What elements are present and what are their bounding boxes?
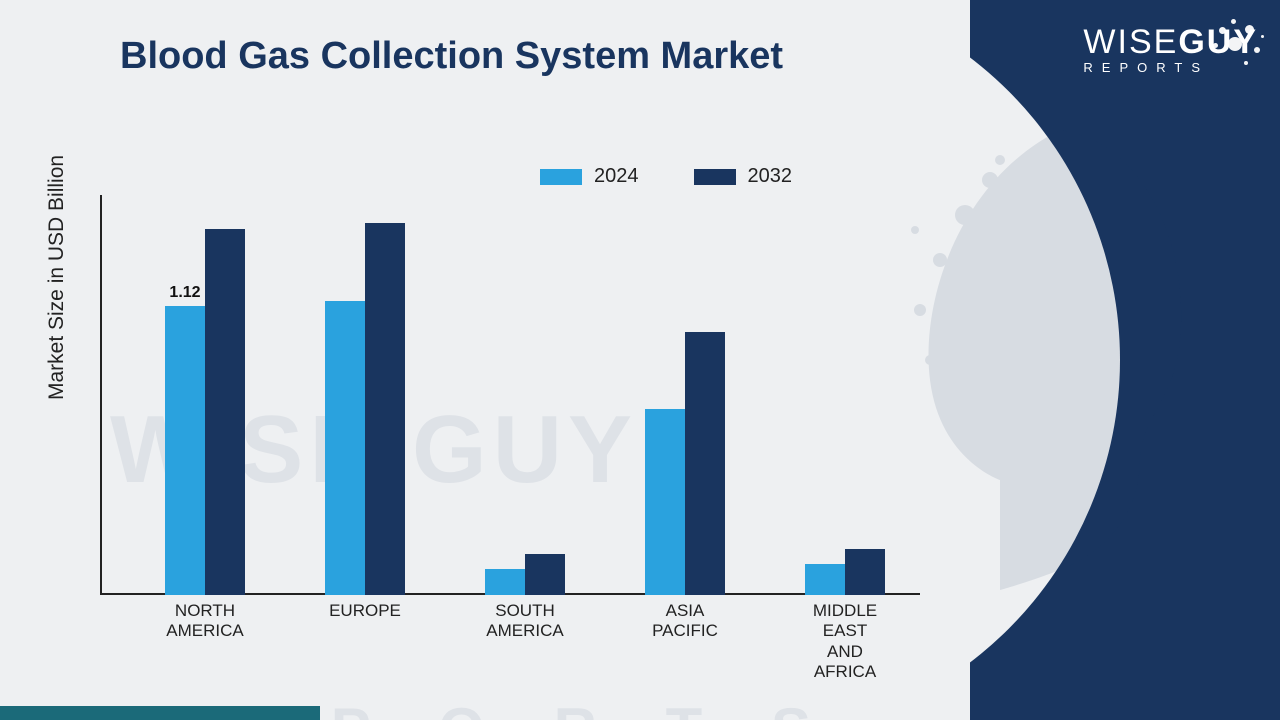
category-label: MIDDLE EAST AND AFRICA	[775, 601, 915, 683]
legend-swatch-2024	[540, 169, 582, 185]
bar-2024	[485, 569, 525, 595]
legend-label-2032: 2032	[748, 165, 793, 188]
chart-area: NORTH AMERICAEUROPE SOUTH AMERICA ASIA PAC…	[100, 195, 920, 595]
bar-2032	[525, 554, 565, 595]
plot: NORTH AMERICAEUROPE SOUTH AMERICA ASIA PAC…	[100, 195, 920, 595]
bar-group: ASIA PACIFIC	[615, 332, 755, 595]
bar-2032	[685, 332, 725, 595]
bar-2024	[805, 564, 845, 595]
value-label: 1.12	[169, 284, 200, 302]
stage: WISEGUY REPORTS Blood Gas Collection Sys…	[0, 0, 1280, 720]
bar-group: EUROPE	[295, 223, 435, 595]
bar-2024	[645, 409, 685, 595]
bottom-accent-strip	[0, 706, 320, 720]
category-label: EUROPE	[295, 601, 435, 621]
category-label: ASIA PACIFIC	[615, 601, 755, 642]
category-label: SOUTH AMERICA	[455, 601, 595, 642]
brand-logo: WISEGUY REPORTS	[1083, 25, 1258, 74]
category-label: NORTH AMERICA	[135, 601, 275, 642]
bar-2032	[365, 223, 405, 595]
bar-group: MIDDLE EAST AND AFRICA	[775, 549, 915, 595]
chart-title: Blood Gas Collection System Market	[120, 35, 783, 78]
legend-item-2024: 2024	[540, 165, 639, 188]
bar-2032	[205, 229, 245, 595]
bar-2024	[165, 306, 205, 595]
bar-2024	[325, 301, 365, 595]
y-axis-line	[100, 195, 102, 595]
legend-swatch-2032	[694, 169, 736, 185]
bar-2032	[845, 549, 885, 595]
bar-group: NORTH AMERICA	[135, 229, 275, 595]
bar-group: SOUTH AMERICA	[455, 554, 595, 595]
legend: 2024 2032	[540, 165, 792, 188]
legend-item-2032: 2032	[694, 165, 793, 188]
legend-label-2024: 2024	[594, 165, 639, 188]
logo-line1a: WISE	[1083, 23, 1178, 61]
logo-dots-icon	[1196, 17, 1266, 87]
y-axis-label: Market Size in USD Billion	[45, 155, 69, 400]
